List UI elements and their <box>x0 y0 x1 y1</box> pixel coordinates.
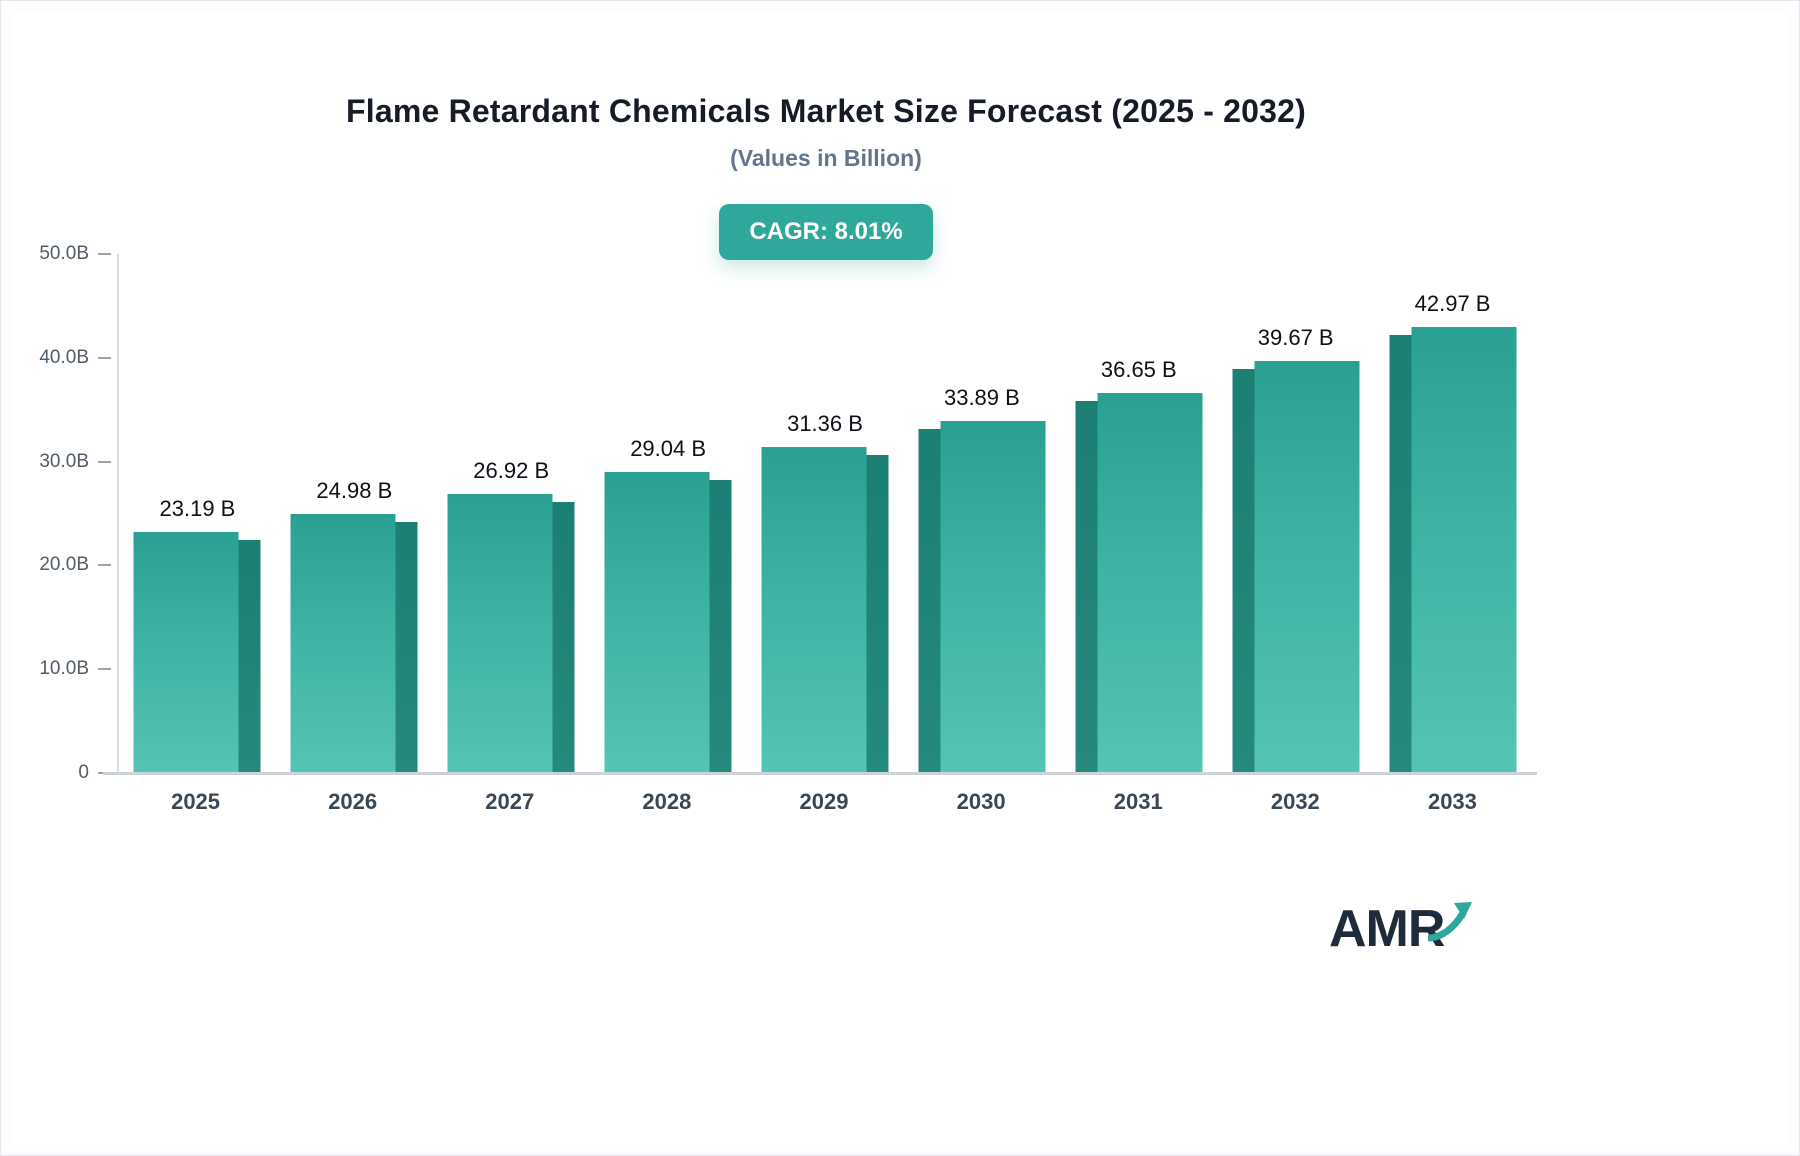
bar-side <box>238 540 261 773</box>
bar-value-label: 26.92 B <box>473 457 550 483</box>
bar-value-label: 36.65 B <box>1100 356 1177 382</box>
bar-value-label: 24.98 B <box>316 477 393 503</box>
logo-text: AMR <box>1329 900 1445 958</box>
bar-slot: 33.89 B <box>903 254 1060 773</box>
bar-slot: 39.67 B <box>1217 254 1374 773</box>
x-axis-labels: 2025 2026 2027 2028 2029 2030 2031 2032 2033 <box>117 789 1531 815</box>
bar-slot: 31.36 B <box>747 254 904 773</box>
chart-header: Flame Retardant Chemicals Market Size Fo… <box>121 93 1531 260</box>
bar-slot: 23.19 B <box>119 254 276 773</box>
x-axis-label-2028: 2028 <box>642 789 692 814</box>
x-axis-label-2029: 2029 <box>799 789 849 814</box>
bar-2031: 36.65 B <box>1075 357 1203 773</box>
x-axis-label-2031: 2031 <box>1113 789 1163 814</box>
bar-2032: 39.67 B <box>1232 325 1360 773</box>
bar-slot: 26.92 B <box>433 254 590 773</box>
chart-subtitle: (Values in Billion) <box>730 145 922 171</box>
bar-side <box>1232 369 1255 773</box>
bar-2027: 26.92 B <box>447 458 575 773</box>
y-axis-label: 50.0B <box>39 243 89 264</box>
y-axis: 50.0B 40.0B 30.0B 20.0B 10.0B 0 <box>11 243 111 783</box>
bar-2030: 33.89 B <box>918 385 1046 773</box>
bar-face <box>1097 392 1203 773</box>
y-axis-tick-mark <box>98 356 111 359</box>
logo-arrow-icon <box>1428 902 1473 942</box>
bar-face <box>133 532 239 773</box>
bar-value-label: 42.97 B <box>1414 290 1491 316</box>
x-axis-label-2025: 2025 <box>171 789 221 814</box>
bar-value-label: 33.89 B <box>943 385 1020 411</box>
y-axis-tick-mark <box>98 668 111 671</box>
bar-side <box>552 501 575 773</box>
bar-slot: 36.65 B <box>1060 254 1217 773</box>
chart-title: Flame Retardant Chemicals Market Size Fo… <box>346 93 1306 129</box>
bar-value-label: 29.04 B <box>630 435 707 461</box>
bar-2029: 31.36 B <box>761 411 889 773</box>
bar-face <box>290 513 396 773</box>
plot-area: 23.19 B 24.98 B 26.92 B 29.04 B 31.36 B 33.89… <box>103 254 1537 775</box>
bar-2025: 23.19 B <box>133 496 261 773</box>
bar-side <box>866 455 889 773</box>
bar-side <box>1389 334 1412 773</box>
y-axis-label: 40.0B <box>39 346 89 368</box>
y-tick-50.0B: 50.0B <box>39 243 111 265</box>
y-axis-label: 0 <box>78 762 89 783</box>
bar-2026: 24.98 B <box>290 478 418 773</box>
cagr-badge: CAGR: 8.01% <box>719 204 933 260</box>
y-axis-tick-mark <box>98 253 111 255</box>
y-axis-label: 10.0B <box>39 658 89 680</box>
bar-slot: 24.98 B <box>276 254 433 773</box>
bar-value-label: 39.67 B <box>1257 325 1334 351</box>
bar-face <box>1254 361 1360 773</box>
bar-side <box>709 479 732 773</box>
bar-2033: 42.97 B <box>1389 291 1517 773</box>
bar-face <box>761 447 867 773</box>
bar-side <box>1075 400 1098 773</box>
bar-face <box>940 421 1046 773</box>
y-tick-10.0B: 10.0B <box>39 658 111 680</box>
bar-slot: 42.97 B <box>1374 254 1531 773</box>
chart-card: Flame Retardant Chemicals Market Size Fo… <box>11 11 1789 1145</box>
x-axis-label-2030: 2030 <box>956 789 1006 814</box>
y-axis-tick-mark <box>98 460 111 463</box>
y-axis-label: 20.0B <box>39 554 89 576</box>
bar-2028: 29.04 B <box>604 436 732 773</box>
x-axis-label-2026: 2026 <box>328 789 378 814</box>
y-tick-40.0B: 40.0B <box>39 347 111 369</box>
x-axis-label-2033: 2033 <box>1427 789 1477 814</box>
bar-side <box>918 429 941 773</box>
y-axis-label: 30.0B <box>39 450 89 472</box>
bar-face <box>604 471 710 773</box>
y-axis-tick-mark <box>98 564 111 567</box>
bar-value-label: 23.19 B <box>159 496 236 522</box>
bar-value-label: 31.36 B <box>787 411 863 437</box>
x-axis-label-2032: 2032 <box>1270 789 1320 814</box>
x-axis-label-2027: 2027 <box>485 789 535 814</box>
y-tick-30.0B: 30.0B <box>39 451 111 473</box>
amr-logo: AMR <box>1329 899 1474 959</box>
bar-face <box>447 493 553 773</box>
y-tick-20.0B: 20.0B <box>39 554 111 576</box>
bar-side <box>395 521 418 773</box>
bar-face <box>1411 326 1517 773</box>
cagr-label: CAGR: 8.01% <box>749 218 903 245</box>
bar-slot: 29.04 B <box>590 254 747 773</box>
